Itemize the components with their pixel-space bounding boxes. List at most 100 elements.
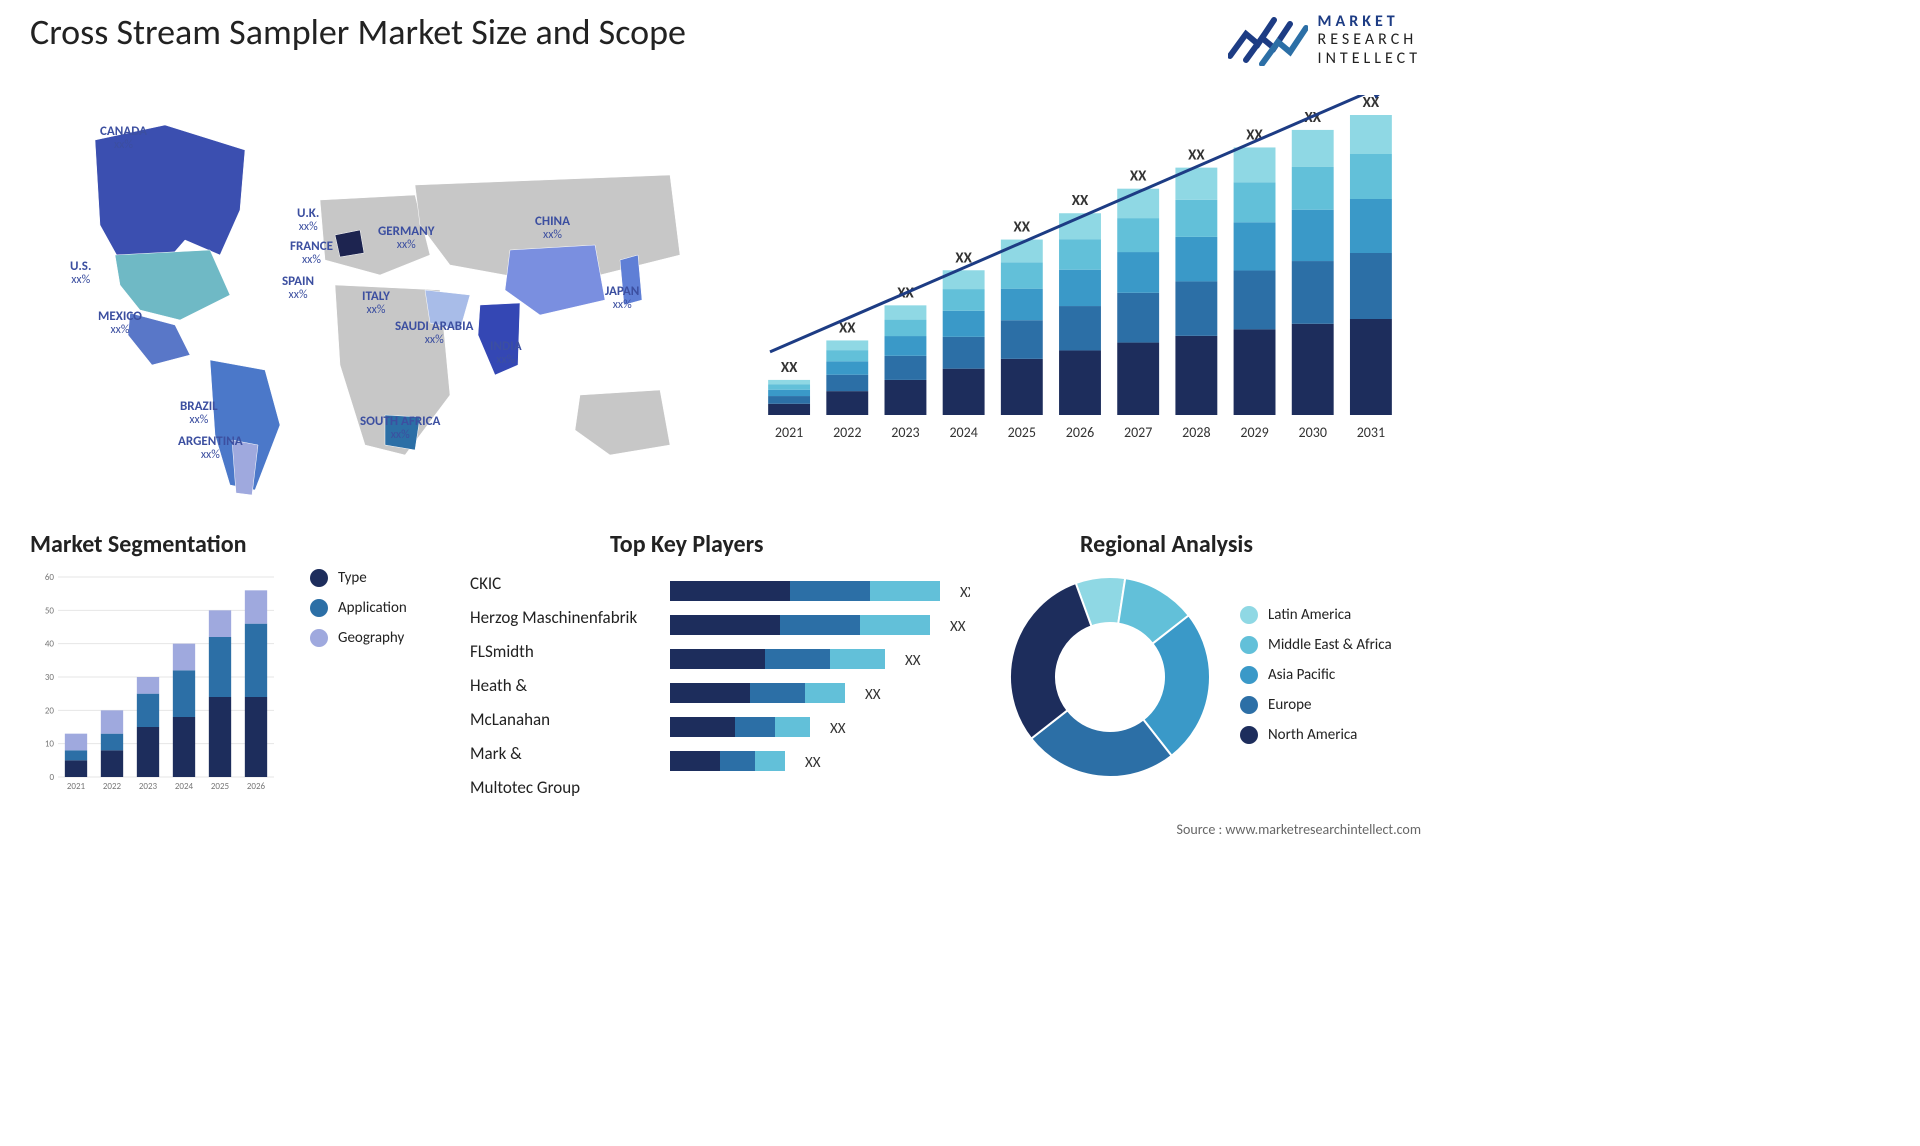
seg-xtick: 2022: [103, 781, 122, 792]
main-bar-seg: [1175, 237, 1217, 282]
players-title: Top Key Players: [610, 530, 970, 559]
main-bar-top-label: XX: [1072, 192, 1089, 210]
segmentation-chart: 0102030405060202120222023202420252026: [30, 569, 280, 799]
main-bar-seg: [885, 356, 927, 380]
player-bar-seg: [670, 615, 780, 635]
main-bar-seg: [943, 289, 985, 311]
player-bar-seg: [805, 683, 845, 703]
main-bar-seg: [943, 311, 985, 337]
map-label-argentina: ARGENTINAxx%: [178, 435, 243, 462]
main-bar-seg: [1117, 252, 1159, 293]
world-map: CANADAxx%U.S.xx%MEXICOxx%BRAZILxx%ARGENT…: [20, 95, 700, 495]
segmentation-legend: TypeApplicationGeography: [310, 569, 407, 647]
regional-analysis-section: Regional Analysis Latin AmericaMiddle Ea…: [1000, 530, 1430, 785]
player-bar-seg: [720, 751, 755, 771]
seg-legend-item: Application: [310, 599, 407, 617]
main-bar-seg: [1175, 281, 1217, 335]
player-bar-seg: [780, 615, 860, 635]
main-bar-seg: [1059, 239, 1101, 269]
page-title: Cross Stream Sampler Market Size and Sco…: [30, 10, 686, 54]
player-bar-seg: [775, 717, 810, 737]
main-bar-top-label: XX: [1188, 147, 1205, 165]
main-bar-year: 2026: [1066, 424, 1094, 441]
player-bar-value: XX: [950, 618, 966, 636]
seg-legend-item: Geography: [310, 629, 407, 647]
main-bar-seg: [1001, 320, 1043, 359]
legend-label: Middle East & Africa: [1268, 636, 1392, 654]
main-bar-seg: [1292, 210, 1334, 261]
player-bar-value: XX: [960, 584, 970, 602]
main-bar-top-label: XX: [1363, 95, 1380, 112]
main-bar-seg: [1292, 130, 1334, 167]
main-bar-seg: [1059, 306, 1101, 350]
seg-bar-seg: [65, 750, 87, 760]
player-bar-value: XX: [805, 754, 821, 772]
seg-ytick: 30: [45, 672, 55, 683]
seg-bar-seg: [101, 710, 123, 733]
player-bar-seg: [765, 649, 830, 669]
player-bar-seg: [750, 683, 805, 703]
main-bar-year: 2029: [1240, 424, 1268, 441]
seg-ytick: 20: [45, 705, 55, 716]
map-label-u.s.: U.S.xx%: [70, 260, 91, 287]
main-bar-seg: [768, 396, 810, 404]
regional-legend: Latin AmericaMiddle East & AfricaAsia Pa…: [1240, 606, 1392, 744]
seg-bar-seg: [137, 694, 159, 727]
region-legend-item: North America: [1240, 726, 1392, 744]
main-bar-seg: [1001, 289, 1043, 321]
main-bar-seg: [1234, 222, 1276, 270]
market-segmentation-section: Market Segmentation 01020304050602021202…: [30, 530, 450, 799]
seg-bar-seg: [209, 697, 231, 777]
main-bar-seg: [1117, 343, 1159, 415]
seg-bar-seg: [209, 610, 231, 637]
legend-swatch-icon: [1240, 696, 1258, 714]
legend-swatch-icon: [1240, 726, 1258, 744]
main-bar-top-label: XX: [1130, 168, 1147, 186]
region-legend-item: Middle East & Africa: [1240, 636, 1392, 654]
player-bar-seg: [670, 649, 765, 669]
legend-label: Geography: [338, 629, 404, 647]
main-bar-chart: 2021XX2022XX2023XX2024XX2025XX2026XX2027…: [740, 95, 1420, 475]
seg-bar-seg: [137, 727, 159, 777]
map-label-brazil: BRAZILxx%: [180, 400, 218, 427]
main-bar-seg: [885, 320, 927, 336]
player-name: Heath &: [470, 669, 660, 703]
main-bar-year: 2025: [1008, 424, 1036, 441]
seg-bar-seg: [245, 624, 267, 697]
logo-line3: INTELLECT: [1318, 50, 1421, 68]
main-bar-year: 2028: [1182, 424, 1210, 441]
seg-bar-seg: [101, 734, 123, 751]
legend-label: North America: [1268, 726, 1357, 744]
main-bar-seg: [826, 350, 868, 361]
main-bar-seg: [1234, 182, 1276, 222]
map-label-canada: CANADAxx%: [100, 125, 147, 152]
map-label-germany: GERMANYxx%: [378, 225, 435, 252]
main-bar-year: 2023: [891, 424, 919, 441]
legend-swatch-icon: [310, 599, 328, 617]
seg-xtick: 2021: [67, 781, 86, 792]
main-bar-seg: [1350, 154, 1392, 199]
main-bar-seg: [768, 390, 810, 396]
player-bar-value: XX: [830, 720, 846, 738]
legend-swatch-icon: [1240, 636, 1258, 654]
main-bar-year: 2031: [1357, 424, 1385, 441]
main-bar-seg: [1001, 262, 1043, 288]
player-bar-seg: [670, 683, 750, 703]
main-bar-seg: [1292, 167, 1334, 210]
player-bar-seg: [860, 615, 930, 635]
map-label-saudi-arabia: SAUDI ARABIAxx%: [395, 320, 473, 347]
regional-donut-chart: [1000, 565, 1220, 785]
seg-xtick: 2025: [211, 781, 230, 792]
main-bar-seg: [1117, 293, 1159, 343]
brand-logo: MARKET RESEARCH INTELLECT: [1228, 10, 1421, 71]
seg-bar-seg: [137, 677, 159, 694]
main-bar-year: 2021: [775, 424, 803, 441]
seg-ytick: 40: [45, 639, 55, 650]
seg-bar-seg: [65, 734, 87, 751]
map-region-australia: [575, 390, 670, 455]
main-bar-seg: [1059, 270, 1101, 306]
region-legend-item: Europe: [1240, 696, 1392, 714]
player-bar-seg: [755, 751, 785, 771]
seg-ytick: 0: [49, 772, 54, 783]
seg-xtick: 2026: [247, 781, 266, 792]
